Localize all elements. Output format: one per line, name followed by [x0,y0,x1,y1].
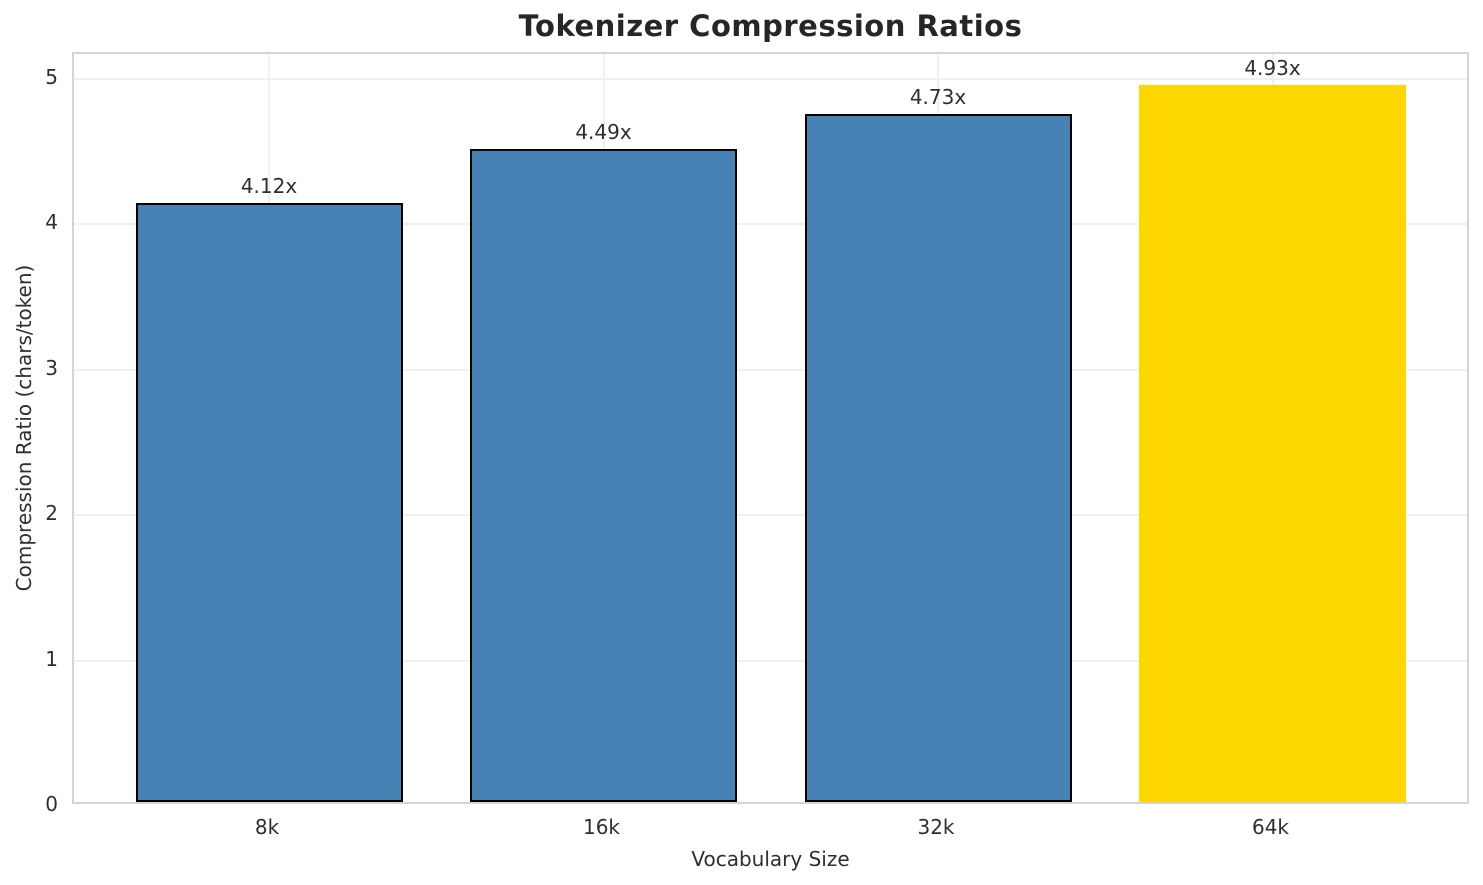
gridline-horizontal [74,77,1467,80]
x-tick-label: 64k [1251,815,1290,839]
y-axis-label: Compression Ratio (chars/token) [12,264,36,592]
gridline-horizontal [74,659,1467,662]
y-tick-label: 3 [45,355,58,380]
chart-title: Tokenizer Compression Ratios [518,9,1023,43]
bar-value-label: 4.49x [575,119,632,144]
gridline-horizontal [74,223,1467,226]
gridline-horizontal [74,368,1467,371]
plot-area: 4.12x 4.49x 4.73x 4.93x [72,52,1469,804]
x-tick-label: 32k [917,815,955,839]
bar-value-label: 4.12x [240,173,298,198]
y-tick-label: 4 [45,210,58,235]
bar-32k [804,114,1072,802]
y-tick-label: 5 [45,64,58,89]
bar-16k [470,148,737,802]
bar-64k [1139,84,1406,802]
x-tick-label: 16k [582,815,621,839]
y-tick-label: 2 [45,501,58,526]
y-tick-label: 1 [45,646,58,671]
gridline-horizontal [74,514,1467,517]
bar-value-label: 4.93x [1244,55,1301,80]
bar-value-label: 4.73x [909,85,967,109]
y-tick-label: 0 [45,792,58,816]
x-tick-label: 8k [254,815,280,839]
bar-8k [135,202,403,802]
x-axis-label: Vocabulary Size [691,847,850,871]
